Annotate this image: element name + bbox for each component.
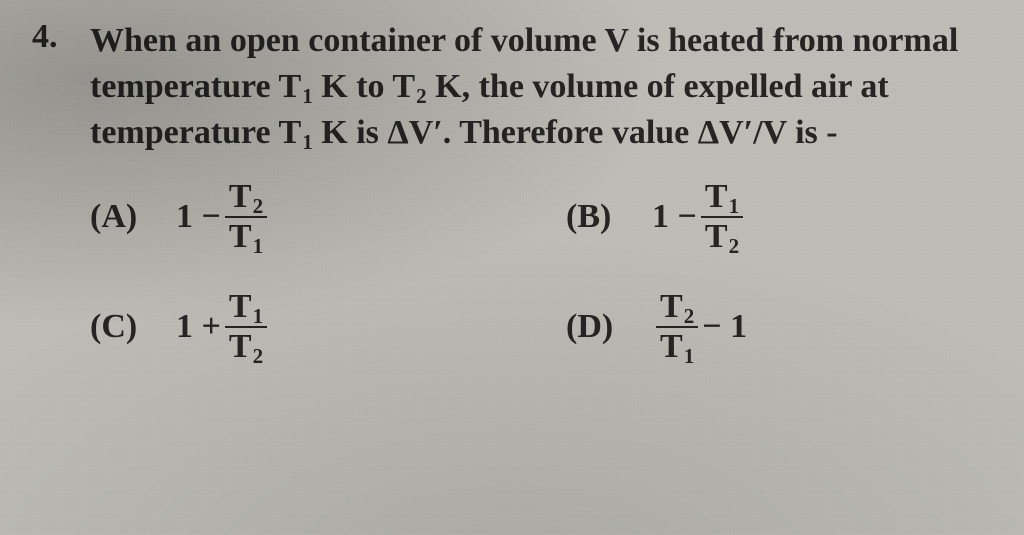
option-d-numerator: T2 (656, 290, 698, 326)
option-c: (C) 1 + T1 T2 (90, 290, 506, 364)
options-grid: (A) 1 − T2 T1 (B) 1 − T1 T2 (32, 180, 982, 364)
option-b-label: (B) (566, 198, 630, 236)
question-stem: When an open container of volume V is he… (90, 18, 982, 156)
option-c-numerator: T1 (225, 290, 267, 326)
option-c-label: (C) (90, 308, 154, 346)
option-a-label: (A) (90, 198, 154, 236)
option-a-denominator: T1 (225, 218, 267, 254)
option-d-label: (D) (566, 308, 630, 346)
option-d-fraction: T2 T1 (656, 290, 698, 364)
option-b-fraction: T1 T2 (701, 180, 743, 254)
option-b: (B) 1 − T1 T2 (566, 180, 982, 254)
option-b-expression: 1 − T1 T2 (652, 180, 747, 254)
exam-page: 4. When an open container of volume V is… (0, 0, 1024, 535)
option-c-expression: 1 + T1 T2 (176, 290, 271, 364)
option-a-lead: 1 − (176, 198, 221, 236)
option-a-fraction: T2 T1 (225, 180, 267, 254)
option-a: (A) 1 − T2 T1 (90, 180, 506, 254)
option-c-lead: 1 + (176, 308, 221, 346)
option-b-denominator: T2 (701, 218, 743, 254)
option-b-numerator: T1 (701, 180, 743, 216)
option-d-trail: − 1 (702, 308, 747, 346)
question-row: 4. When an open container of volume V is… (32, 18, 982, 156)
option-d-denominator: T1 (656, 328, 698, 364)
question-number: 4. (32, 18, 90, 56)
option-c-denominator: T2 (225, 328, 267, 364)
option-d-expression: T2 T1 − 1 (652, 290, 747, 364)
option-d: (D) T2 T1 − 1 (566, 290, 982, 364)
option-c-fraction: T1 T2 (225, 290, 267, 364)
option-a-numerator: T2 (225, 180, 267, 216)
option-a-expression: 1 − T2 T1 (176, 180, 271, 254)
option-b-lead: 1 − (652, 198, 697, 236)
